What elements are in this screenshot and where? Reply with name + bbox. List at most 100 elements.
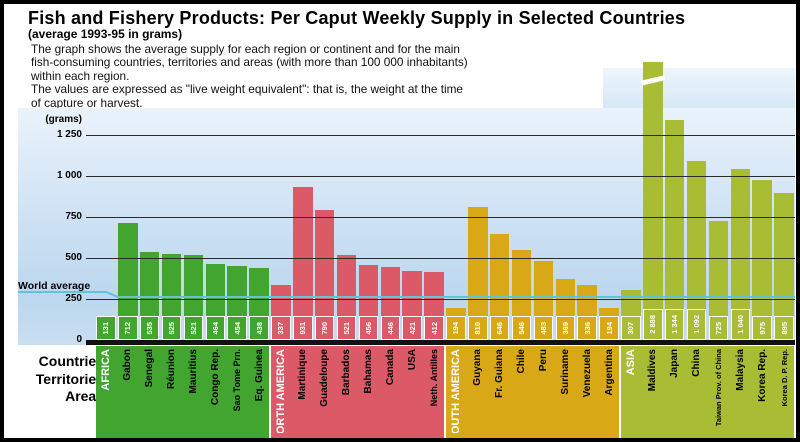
country-label-venezuela: Venezuela [581,349,593,398]
bar-label-wrap: Bahamas [358,349,380,433]
bar-label-wrap: Venezuela [576,349,598,433]
world-average-label: World average [18,280,91,292]
axis-footer-labels: Countries Territories Areas [4,353,104,406]
description-line: fish-consuming countries, territories an… [31,55,468,70]
country-label-usa: USA [406,349,418,371]
bar-value-box: 521 [336,316,357,340]
page-subtitle: (average 1993-95 in grams) [28,27,183,41]
bar-value-box: 337 [271,316,291,340]
bar-label-wrap: Peru [533,349,555,433]
bar-value: 810 [473,321,483,335]
region-band-asia [620,346,794,438]
region-band-north-america [270,346,444,438]
chart-layer: 1 250 1 000 750 500 250 0 131 AFRICA 712 Gabon 535… [4,4,796,438]
footer-label-territories: Territories [35,370,104,387]
bar-value-box: 194 [599,316,619,340]
country-label-china: China [691,349,703,377]
page-title: Fish and Fishery Products: Per Caput Wee… [28,8,686,28]
bar-value: 2 888 [648,315,658,334]
bar-value: 931 [298,321,308,335]
bar-value: 194 [451,321,461,335]
country-label-senegal: Senegal [144,349,156,388]
bar-value-box: 1 344 [664,309,685,340]
bar-label-wrap: Martinique [292,349,314,433]
bar-value: 790 [320,321,330,335]
bar-value-box: 546 [511,316,532,340]
bar-value-box: 975 [752,316,772,340]
bar-taiwan-prov-of-china [708,221,729,340]
plot-background-extension [603,68,795,108]
bar-value: 521 [342,321,352,335]
bar-label-wrap: Fr. Guiana [489,349,511,433]
country-label-guadeloupe: Guadeloupe [319,349,331,407]
bar-korea-rep [752,180,772,340]
country-label-korea-d-p-rep: Korea D. P. Rep. [779,349,789,407]
gridline-250 [86,299,795,300]
bar-value: 412 [429,321,439,335]
axis-unit-label: (grams) [45,114,82,125]
bar-korea-d-p-rep [774,193,794,340]
country-label-gabon: Gabon [122,349,134,381]
bar-label-wrap: ASIA [620,349,642,433]
bar-value-box: 790 [314,316,335,340]
gridline-750 [86,217,795,218]
bar-label-wrap: Malaysia [729,349,751,433]
bar-value: 535 [145,321,155,335]
axis-tick-label: 250 [65,293,82,304]
region-label-north-america: NORTH AMERICA [274,349,287,433]
bar-value: 336 [582,321,592,335]
x-axis-baseline [86,340,795,345]
bar-value: 454 [232,321,242,335]
bar-label-wrap: Senegal [139,349,161,433]
bar-value-box: 525 [161,316,182,340]
bar-value: 712 [123,321,133,335]
country-label-barbados: Barbados [341,349,353,396]
bar-label-wrap: Guyana [467,349,489,433]
region-label-south-america: SOUTH AMERICA [449,349,462,433]
bar-value-box: 421 [402,316,422,340]
bar-label-wrap: Congo Rep. [204,349,226,433]
bar-value: 446 [385,321,395,335]
country-label-malaysia: Malaysia [734,349,746,391]
bar-value: 369 [560,321,570,335]
region-band-africa [95,346,269,438]
region-label-asia: ASIA [624,349,637,376]
bar-label-wrap: Japan [664,349,686,433]
axis-tick-label: 1 000 [56,170,82,181]
region-label-africa: AFRICA [99,349,112,391]
country-label-japan: Japan [669,349,681,378]
bar-value-box: 895 [774,316,794,340]
bar-value: 895 [779,321,789,335]
bar-label-wrap: Taiwan Prov. of China [708,349,730,433]
description-line: of capture or harvest. [31,95,143,110]
bar-label-wrap: Barbados [336,349,358,433]
country-label-maldives: Maldives [647,349,659,392]
bar-maldives [643,62,663,340]
region-band-south-america [445,346,619,438]
bar-value-box: 2 888 [643,309,663,340]
bar-label-wrap: Canada [379,349,401,433]
bar-label-wrap: SOUTH AMERICA [445,349,467,433]
country-label-fr-guiana: Fr. Guiana [494,349,506,398]
bar-value: 525 [167,321,177,335]
bar-value: 725 [713,321,723,335]
bar-value: 1 344 [670,315,680,334]
bar-label-wrap: Réunion [161,349,183,433]
bar-value-box: 438 [249,316,269,340]
country-label-mauritius: Mauritius [187,349,199,394]
bar-value-box: 131 [96,316,116,340]
country-label-argentina: Argentina [603,349,615,396]
bar-label-wrap: Sao Tome Prn. [226,349,248,433]
bar-value: 421 [407,321,417,335]
gridline-1250 [86,135,795,136]
bar-value: 131 [101,321,111,335]
bar-value-box: 336 [577,316,597,340]
country-label-guyana: Guyana [472,349,484,386]
bar-martinique [293,187,313,340]
description-line: The values are expressed as "live weight… [31,82,463,97]
country-label-martinique: Martinique [297,349,309,400]
chart-description: The graph shows the average supply for e… [31,42,468,110]
bar-value-box: 725 [708,316,729,340]
bar-value-box: 521 [183,316,204,340]
bar-label-wrap: Eq. Guinea [248,349,270,433]
